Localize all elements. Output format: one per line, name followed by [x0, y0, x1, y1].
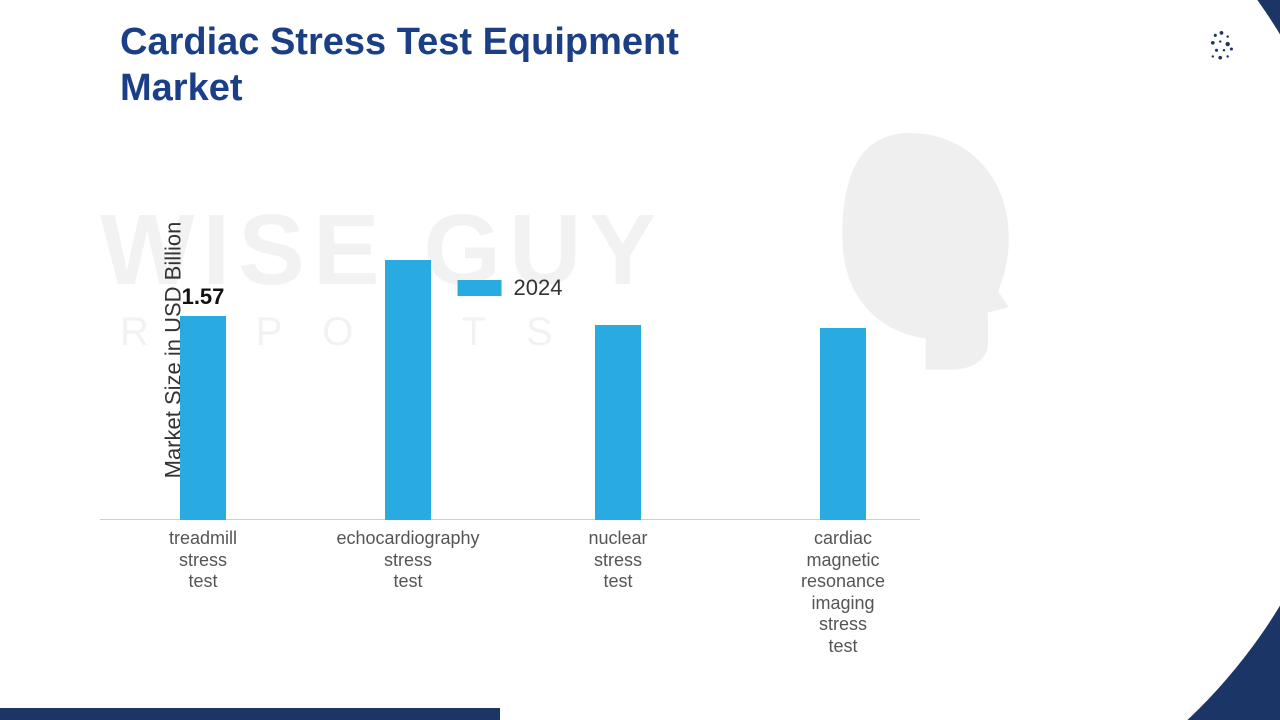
brand-text-wrap: WISE GUY REPORTS [994, 26, 1176, 73]
bar-wrap: nuclearstresstest [595, 325, 641, 520]
legend-swatch [458, 280, 502, 296]
bar-wrap: echocardiographystresstest [385, 260, 431, 520]
bar-chart: 2024 1.57treadmillstresstestechocardiogr… [100, 150, 920, 690]
bar-wrap: cardiacmagneticresonanceimagingstresstes… [820, 328, 866, 520]
chart-title: Cardiac Stress Test Equipment Market [120, 20, 740, 111]
bar-value-label: 1.57 [182, 284, 225, 310]
chart-legend: 2024 [458, 275, 563, 301]
brand-sub: REPORTS [994, 58, 1176, 73]
stage: WISE GUY REPORTS WISE GUY REPORTS Cardia… [0, 0, 1280, 720]
bar [595, 325, 641, 520]
bar [180, 316, 226, 520]
brand-head-icon [1188, 18, 1250, 80]
bar-category-label: echocardiographystresstest [318, 528, 498, 593]
brand-name: WISE GUY [994, 26, 1176, 56]
bar-category-label: nuclearstresstest [528, 528, 708, 593]
right-panel [960, 0, 1280, 720]
bar-category-label: treadmillstresstest [113, 528, 293, 593]
brand-logo: WISE GUY REPORTS [994, 18, 1250, 80]
bar-category-label: cardiacmagneticresonanceimagingstresstes… [753, 528, 933, 658]
bottom-accent-bar [0, 708, 500, 720]
bar-wrap: 1.57treadmillstresstest [180, 316, 226, 520]
legend-label: 2024 [514, 275, 563, 301]
bar [820, 328, 866, 520]
bar [385, 260, 431, 520]
